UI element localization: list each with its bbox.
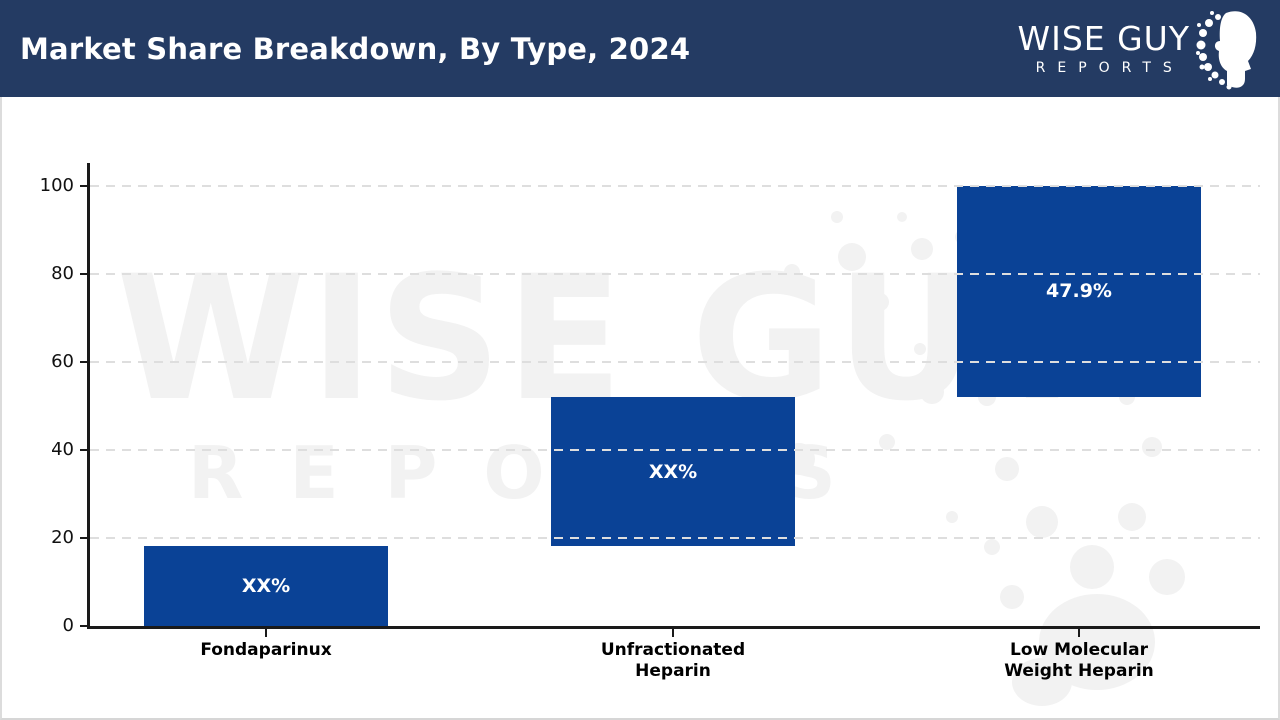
category-label-1: Fondaparinux (200, 640, 332, 660)
ytick-80 (80, 273, 88, 275)
page-title: Market Share Breakdown, By Type, 2024 (20, 31, 691, 66)
gridline-20 (90, 537, 1260, 539)
y-axis-spine (87, 163, 90, 629)
gridline-60 (90, 361, 1260, 363)
xtick-2 (672, 629, 674, 637)
gridline-40 (90, 449, 1260, 451)
xtick-1 (265, 629, 267, 637)
x-axis-spine (87, 626, 1260, 629)
ytick-label-40: 40 (51, 439, 74, 460)
ytick-label-100: 100 (39, 175, 74, 196)
bar-value-label-3: 47.9% (1046, 280, 1112, 303)
plot: XX% XX% 47.9% 0 20 40 60 80 100 Fondaparinux Unfra… (2, 97, 1278, 718)
category-label-3: Low Molecular Weight Heparin (1004, 640, 1154, 681)
bar-2: XX% (551, 396, 795, 547)
bar-1: XX% (144, 546, 388, 626)
ytick-100 (80, 185, 88, 187)
ytick-label-60: 60 (51, 351, 74, 372)
gridline-80 (90, 273, 1260, 275)
ytick-label-20: 20 (51, 527, 74, 548)
bar-value-label-2: XX% (648, 460, 698, 483)
gridline-100 (90, 185, 1260, 187)
ytick-60 (80, 361, 88, 363)
chart-area: WISE GUY REPORTS XX% XX% 47.9% 0 20 40 60 80 100… (0, 97, 1280, 720)
ytick-label-80: 80 (51, 263, 74, 284)
ytick-40 (80, 449, 88, 451)
xtick-3 (1078, 629, 1080, 637)
wise-guy-logo-head-icon (1196, 7, 1258, 91)
header-bar: Market Share Breakdown, By Type, 2024 WI… (0, 0, 1280, 97)
ytick-20 (80, 537, 88, 539)
ytick-0 (80, 625, 88, 627)
logo-brand-subtitle: REPORTS (1035, 59, 1184, 76)
wise-guy-logo: WISE GUY REPORTS (1017, 7, 1258, 91)
logo-text: WISE GUY REPORTS (1017, 22, 1190, 76)
category-label-2: Unfractionated Heparin (600, 640, 746, 681)
logo-brand-name: WISE GUY (1017, 18, 1190, 58)
bar-3: 47.9% (957, 186, 1201, 397)
bar-value-label-1: XX% (241, 575, 291, 598)
ytick-label-0: 0 (62, 615, 74, 636)
